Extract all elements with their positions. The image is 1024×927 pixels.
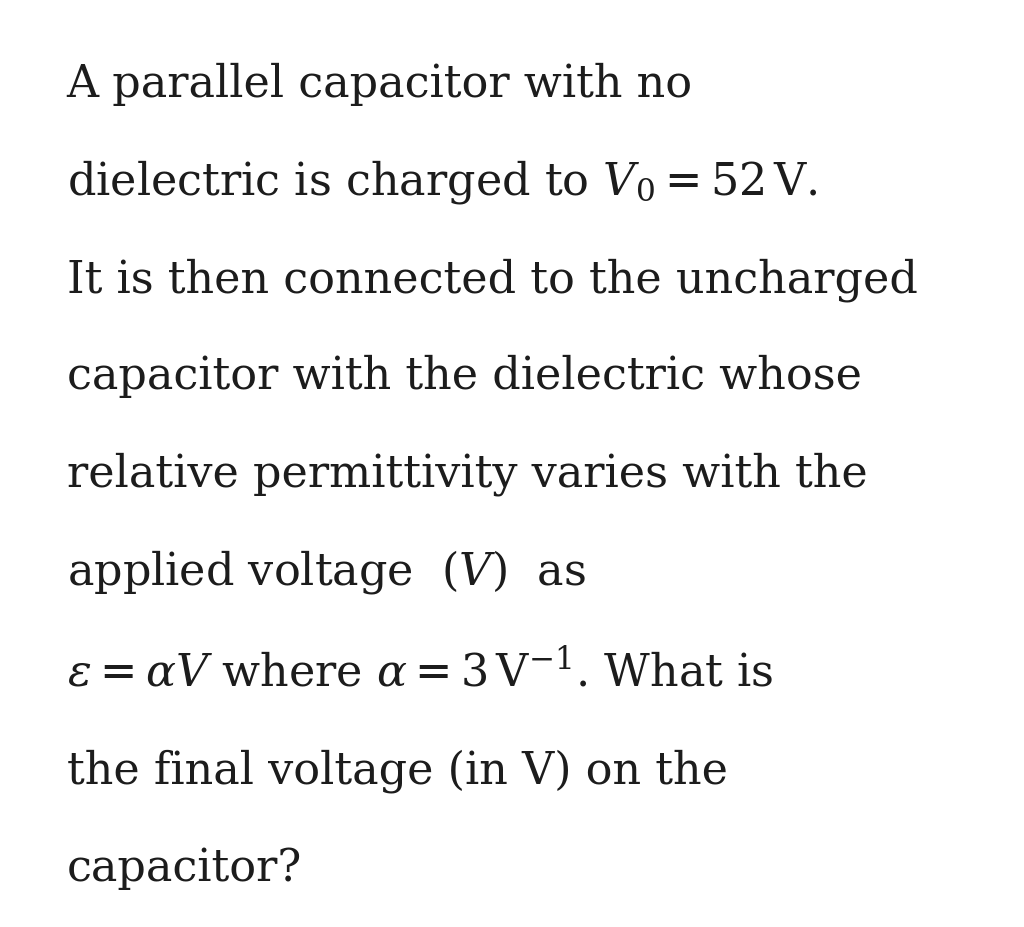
Text: A parallel capacitor with no: A parallel capacitor with no	[67, 63, 692, 107]
Text: It is then connected to the uncharged: It is then connected to the uncharged	[67, 258, 918, 301]
Text: dielectric is charged to $V_0 = 52\,\mathrm{V}$.: dielectric is charged to $V_0 = 52\,\mat…	[67, 159, 817, 206]
Text: relative permittivity varies with the: relative permittivity varies with the	[67, 452, 867, 496]
Text: applied voltage  $(V)$  as: applied voltage $(V)$ as	[67, 548, 586, 595]
Text: capacitor?: capacitor?	[67, 846, 302, 890]
Text: $\varepsilon = \alpha V$ where $\alpha = 3\,\mathrm{V}^{-1}$. What is: $\varepsilon = \alpha V$ where $\alpha =…	[67, 651, 773, 695]
Text: the final voltage (in V) on the: the final voltage (in V) on the	[67, 749, 728, 793]
Text: capacitor with the dielectric whose: capacitor with the dielectric whose	[67, 355, 861, 399]
